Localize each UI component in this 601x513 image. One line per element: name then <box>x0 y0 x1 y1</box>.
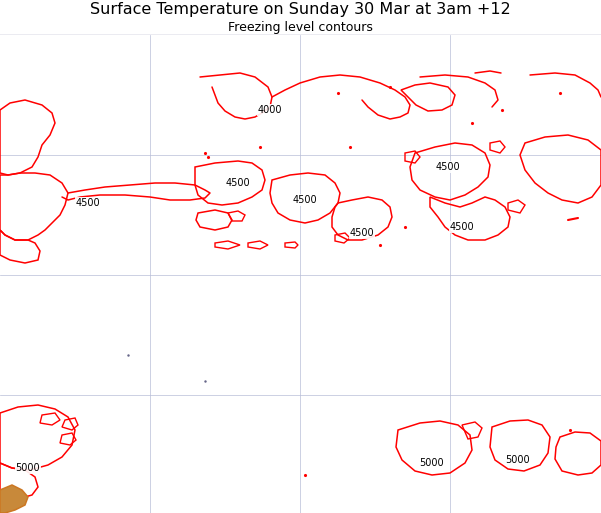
Text: 4500: 4500 <box>450 222 474 232</box>
Text: 4500: 4500 <box>436 162 460 172</box>
Text: 4500: 4500 <box>293 195 317 205</box>
Text: 4500: 4500 <box>350 228 374 238</box>
Text: 5000: 5000 <box>419 458 444 468</box>
Polygon shape <box>0 485 28 513</box>
Text: Freezing level contours: Freezing level contours <box>228 21 373 34</box>
Text: 4500: 4500 <box>76 198 100 208</box>
Text: 5000: 5000 <box>16 463 40 473</box>
Text: Surface Temperature on Sunday 30 Mar at 3am +12: Surface Temperature on Sunday 30 Mar at … <box>90 2 511 17</box>
Text: 5000: 5000 <box>505 455 530 465</box>
Text: 4000: 4000 <box>258 105 282 115</box>
Text: 4500: 4500 <box>226 178 250 188</box>
